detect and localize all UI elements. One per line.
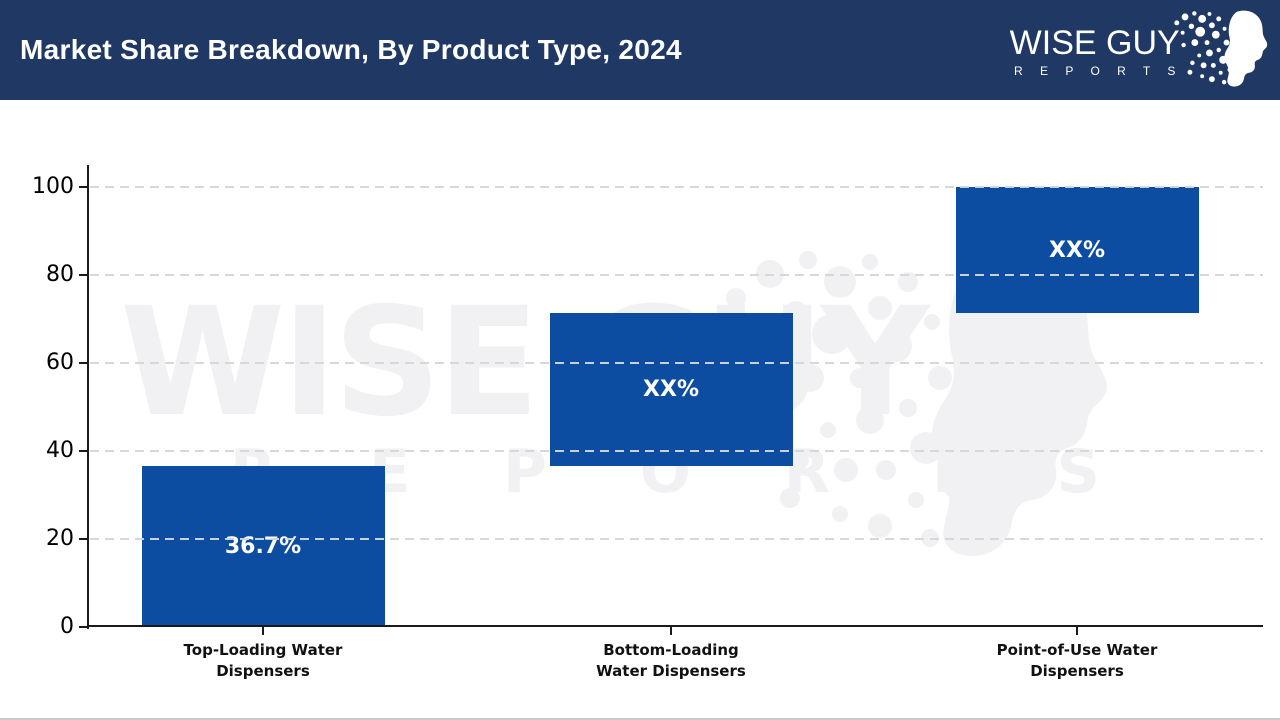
y-tick-label: 80 [46, 262, 74, 287]
x-category-label-line: Dispensers [216, 662, 310, 680]
y-tick-mark [79, 362, 88, 364]
logo-subtitle: R E P O R T S [1014, 63, 1183, 78]
y-axis-spine [87, 165, 89, 629]
y-tick-label: 40 [46, 438, 74, 463]
gridline [90, 362, 1263, 364]
x-category-label: Top-Loading Water Dispensers [73, 640, 453, 682]
wiseguy-logo: WISE GUY R E P O R T S [1007, 6, 1272, 94]
x-tick-mark [670, 627, 672, 635]
y-tick-mark [79, 538, 88, 540]
bar-segment: 36.7% [141, 465, 385, 627]
x-category-label: Bottom-Loading Water Dispensers [481, 640, 861, 682]
x-tick-mark [1076, 627, 1078, 635]
gridline [90, 186, 1263, 188]
y-tick-label: 60 [46, 350, 74, 375]
gridline [90, 450, 1263, 452]
y-tick-label: 100 [32, 174, 74, 199]
chart-title: Market Share Breakdown, By Product Type,… [20, 34, 682, 65]
x-category-label: Point-of-Use Water Dispensers [887, 640, 1267, 682]
y-tick-mark [79, 274, 88, 276]
x-category-label-line: Top-Loading Water [183, 641, 343, 659]
bar-segment: XX% [549, 313, 793, 466]
y-tick-mark [79, 450, 88, 452]
bar-value-label: XX% [1049, 237, 1105, 263]
logo-text: WISE GUY R E P O R T S [1007, 24, 1183, 78]
header-bar: Market Share Breakdown, By Product Type,… [0, 0, 1280, 100]
x-category-label-line: Bottom-Loading [603, 641, 739, 659]
y-tick-mark [79, 186, 88, 188]
footer-divider [0, 718, 1280, 720]
logo-wordmark: WISE GUY [1009, 24, 1180, 63]
y-tick-mark [79, 626, 88, 628]
x-category-label-line: Dispensers [1030, 662, 1124, 680]
x-category-label-line: Point-of-Use Water [996, 641, 1158, 659]
bar-segment: XX% [955, 187, 1199, 314]
y-tick-label: 20 [46, 526, 74, 551]
x-axis-spine [87, 625, 1263, 627]
x-category-label-line: Water Dispensers [596, 662, 746, 680]
gridline [90, 538, 1263, 540]
wiseguy-face-icon [1174, 10, 1268, 87]
gridline [90, 274, 1263, 276]
bar-value-label: XX% [643, 376, 699, 402]
y-tick-label: 0 [60, 614, 74, 639]
bar-value-label: 36.7% [224, 533, 302, 559]
x-tick-mark [262, 627, 264, 635]
